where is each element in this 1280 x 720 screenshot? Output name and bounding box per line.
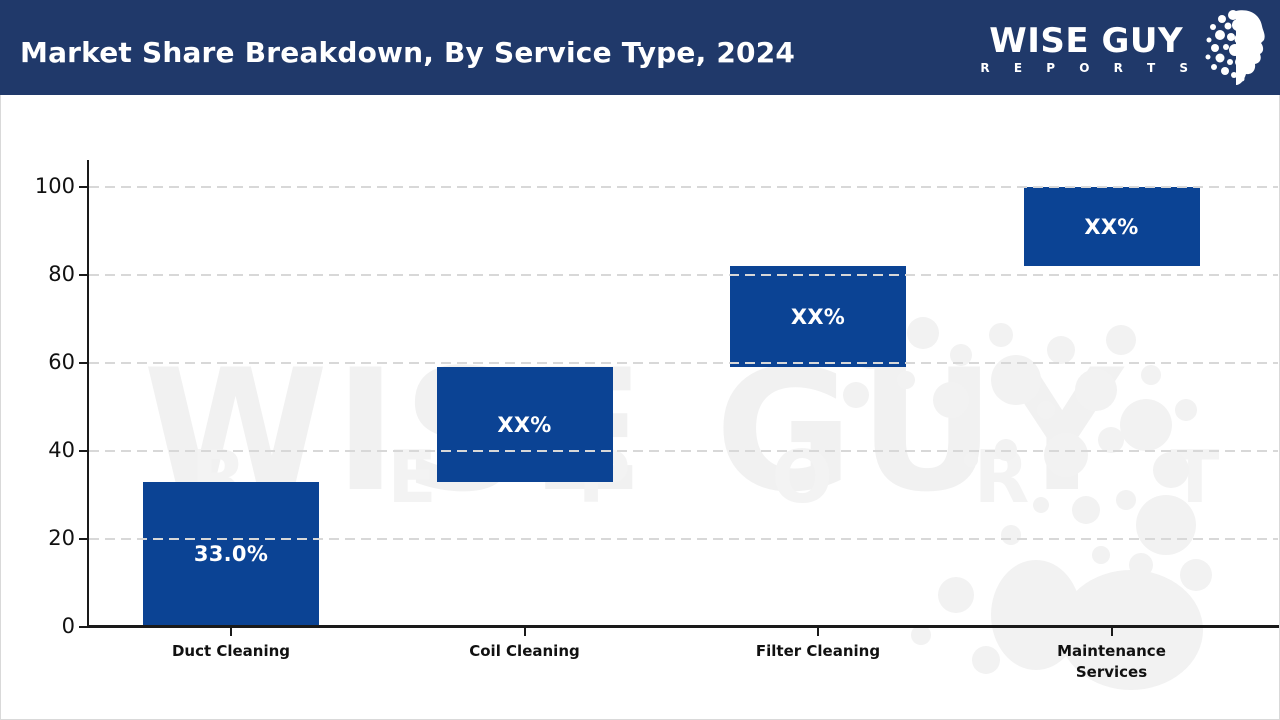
- y-tick-label-80: 80: [48, 262, 75, 286]
- y-tick-label-0: 0: [61, 614, 75, 638]
- x-tick-filter-cleaning: [817, 628, 819, 636]
- chart-title: Market Share Breakdown, By Service Type,…: [20, 36, 796, 69]
- gridline-60: [89, 362, 1278, 364]
- y-axis-line: [87, 160, 89, 628]
- watermark-head-icon: [801, 215, 1261, 699]
- y-tick-80: [79, 274, 87, 276]
- bar-value-label-coil-cleaning: XX%: [497, 412, 552, 437]
- bar-coil-cleaning: XX%: [436, 367, 613, 482]
- y-tick-label-100: 100: [34, 174, 75, 198]
- y-tick-label-60: 60: [48, 350, 75, 374]
- y-tick-20: [79, 538, 87, 540]
- chart-area: WISE GUY R E P O R T S: [0, 95, 1280, 720]
- bar-value-label-filter-cleaning: XX%: [790, 304, 846, 329]
- y-tick-label-20: 20: [48, 526, 75, 550]
- header-bar: Market Share Breakdown, By Service Type,…: [0, 0, 1280, 95]
- y-tick-40: [79, 450, 87, 452]
- bar-value-label-duct-cleaning: 33.0%: [193, 542, 269, 567]
- wiseguy-brand-text: WISE GUY: [989, 21, 1184, 61]
- bar-filter-cleaning: XX%: [730, 266, 906, 368]
- x-category-label-duct-cleaning: Duct Cleaning: [171, 642, 291, 660]
- y-tick-0: [79, 626, 87, 628]
- gridline-100: [89, 186, 1278, 188]
- x-tick-duct-cleaning: [230, 628, 232, 636]
- bar-maintenance-services: XX%: [1023, 187, 1200, 267]
- gridline-80: [89, 274, 1278, 276]
- x-axis-line: [87, 625, 1279, 628]
- x-category-label-coil-cleaning: Coil Cleaning: [469, 642, 580, 660]
- x-tick-coil-cleaning: [523, 628, 526, 636]
- gridline-20: [89, 538, 1278, 540]
- gridline-40: [89, 450, 1278, 452]
- y-tick-60: [79, 362, 87, 364]
- x-category-label-maintenance-services: Maintenance Services: [1057, 642, 1166, 681]
- bar-duct-cleaning: 33.0%: [143, 481, 319, 627]
- wiseguy-reports-text: R E P O R T S: [980, 61, 1198, 75]
- wiseguy-head-icon: [1200, 7, 1266, 93]
- wiseguy-logo: WISE GUY R E P O R T S: [974, 7, 1266, 93]
- x-category-label-filter-cleaning: Filter Cleaning: [755, 642, 881, 660]
- y-tick-label-40: 40: [48, 438, 75, 462]
- wiseguy-logo-text: WISE GUY R E P O R T S: [974, 24, 1198, 75]
- y-tick-100: [79, 186, 87, 188]
- x-tick-maintenance-services: [1110, 628, 1113, 636]
- bar-value-label-maintenance-services: XX%: [1084, 214, 1139, 239]
